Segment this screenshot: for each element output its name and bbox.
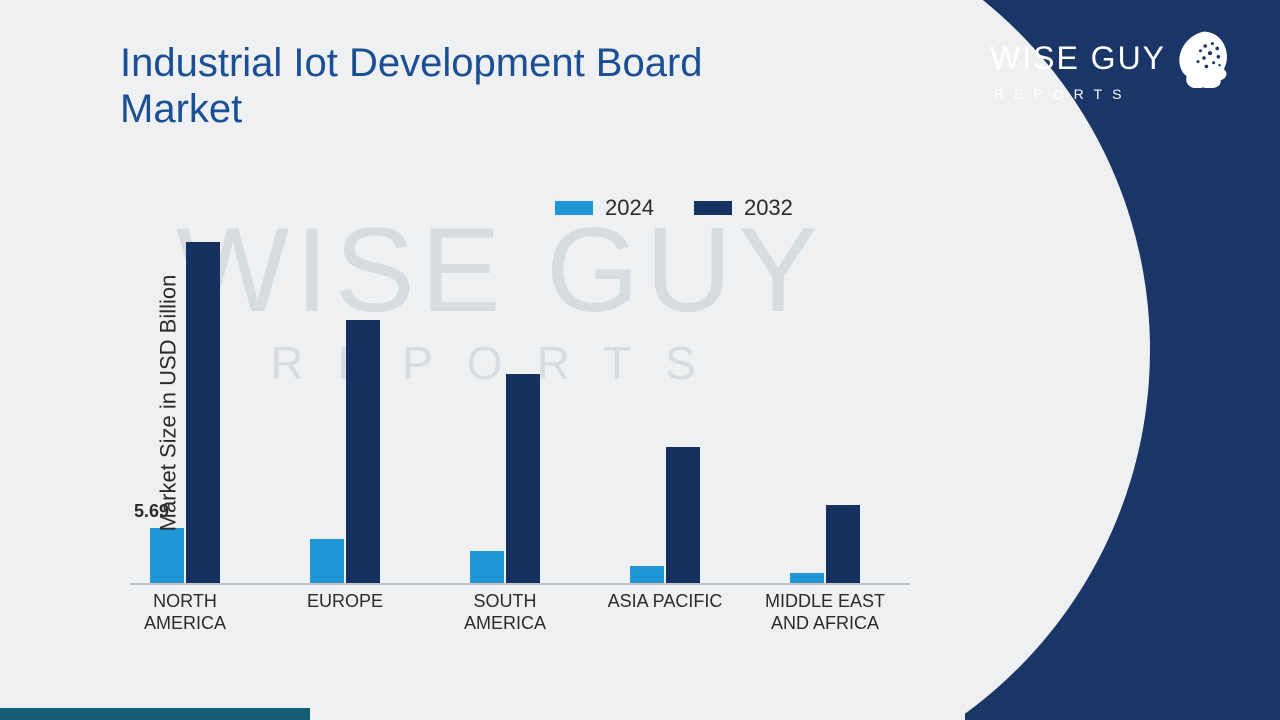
bar-2024 (150, 528, 184, 583)
logo-sub: REPORTS (994, 86, 1250, 102)
bar-group: ASIA PACIFIC (620, 447, 710, 583)
bar-2024 (470, 551, 504, 583)
logo-head-icon (1174, 28, 1234, 88)
bottom-strip (0, 708, 310, 720)
chart-title: Industrial Iot Development Board Market (120, 40, 820, 132)
chart-area: 5.69NORTH AMERICA EUROPE SOUTH AMERICA ASIA… (130, 225, 910, 585)
legend: 2024 2032 (555, 195, 793, 221)
bar-2032 (666, 447, 700, 583)
legend-swatch-2024 (555, 201, 593, 215)
legend-label-2032: 2032 (744, 195, 793, 221)
legend-swatch-2032 (694, 201, 732, 215)
x-axis-label: NORTH AMERICA (115, 591, 255, 634)
logo-main: WISE GUY (990, 40, 1166, 77)
bar-group: 5.69NORTH AMERICA (140, 242, 230, 583)
x-axis-label: MIDDLE EAST AND AFRICA (755, 591, 895, 634)
y-axis-label: Market Size in USD Billion (155, 275, 181, 532)
bar-2024 (790, 573, 824, 583)
legend-item-2024: 2024 (555, 195, 654, 221)
bar-group: SOUTH AMERICA (460, 374, 550, 583)
bar-2032 (506, 374, 540, 583)
x-axis-label: EUROPE (275, 591, 415, 613)
bar-2032 (826, 505, 860, 583)
legend-item-2032: 2032 (694, 195, 793, 221)
x-axis-label: SOUTH AMERICA (435, 591, 575, 634)
bar-2024 (630, 566, 664, 584)
bar-group: MIDDLE EAST AND AFRICA (780, 505, 870, 583)
bar-group: EUROPE (300, 320, 390, 583)
bar-2032 (186, 242, 220, 583)
brand-logo: WISE GUY REPORTS (990, 28, 1250, 102)
legend-label-2024: 2024 (605, 195, 654, 221)
x-axis-label: ASIA PACIFIC (595, 591, 735, 613)
bar-2032 (346, 320, 380, 583)
bar-2024 (310, 539, 344, 583)
